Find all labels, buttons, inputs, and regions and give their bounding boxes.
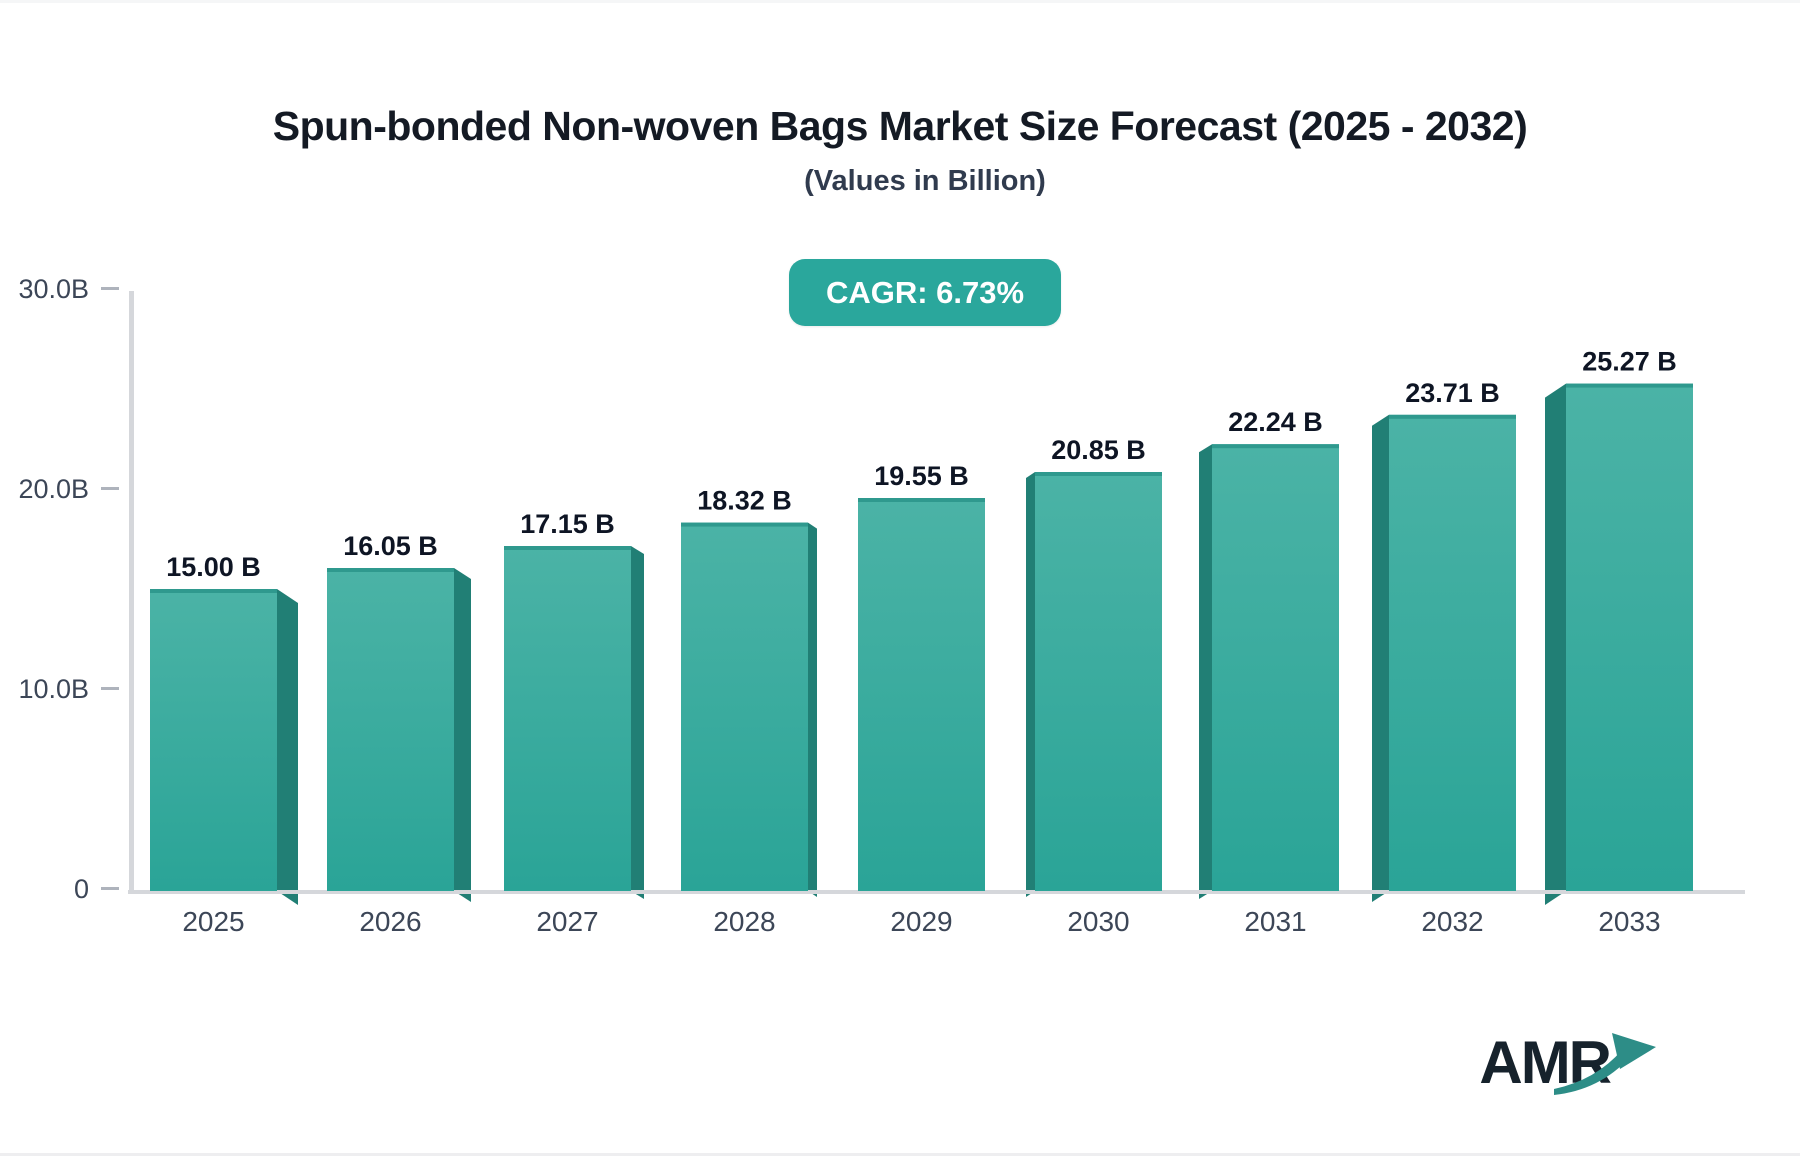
bar-face-2028 bbox=[681, 522, 808, 891]
y-axis-tick-label: 20.0B bbox=[18, 474, 89, 504]
bar-top-edge bbox=[1212, 444, 1339, 449]
page-title: Spun-bonded Non-woven Bags Market Size F… bbox=[272, 103, 1528, 149]
bar-top-edge bbox=[150, 589, 277, 593]
bar-value-label: 20.85 B bbox=[1051, 435, 1146, 465]
bar-face-2026 bbox=[327, 568, 454, 891]
bar-value-label: 19.55 B bbox=[874, 461, 969, 491]
bar-side-2025 bbox=[277, 589, 298, 905]
bar-value-label: 23.71 B bbox=[1405, 378, 1500, 408]
y-axis-tick bbox=[101, 687, 119, 690]
bar-side-2028 bbox=[808, 522, 817, 897]
bar-top-edge bbox=[681, 522, 808, 527]
bar-side-2027 bbox=[631, 546, 644, 899]
x-axis-label: 2026 bbox=[359, 906, 421, 937]
bar-top-edge bbox=[1566, 383, 1693, 388]
bar-face-2027 bbox=[504, 546, 631, 891]
y-axis-tick-label: 0 bbox=[74, 874, 89, 904]
y-axis-tick bbox=[101, 487, 119, 490]
bar-top-edge bbox=[1035, 472, 1162, 476]
cagr-badge-label: CAGR: 6.73% bbox=[825, 274, 1025, 310]
bar-face-2031 bbox=[1212, 444, 1339, 891]
bar-top-edge bbox=[327, 568, 454, 572]
bar-face-2033 bbox=[1566, 383, 1693, 891]
bar-top-edge bbox=[504, 546, 631, 550]
y-axis-tick-label: 30.0B bbox=[18, 274, 89, 304]
bar-value-label: 22.24 B bbox=[1228, 407, 1323, 437]
x-axis-line bbox=[128, 890, 1745, 894]
bar-value-label: 16.05 B bbox=[343, 531, 438, 561]
x-axis-label: 2027 bbox=[536, 906, 598, 937]
bar-value-label: 18.32 B bbox=[697, 486, 792, 516]
y-axis-tick bbox=[101, 887, 119, 890]
bar-face-2025 bbox=[150, 589, 277, 891]
x-axis-label: 2030 bbox=[1067, 906, 1129, 937]
page-subtitle: (Values in Billion) bbox=[804, 165, 1046, 197]
bar-top-edge bbox=[858, 498, 985, 502]
cagr-badge: CAGR: 6.73% bbox=[789, 259, 1061, 326]
bar-face-2030 bbox=[1035, 472, 1162, 891]
x-axis-label: 2028 bbox=[713, 906, 775, 937]
bar-side-2030 bbox=[1026, 472, 1035, 897]
bar-face-2029 bbox=[858, 498, 985, 891]
x-axis-label: 2031 bbox=[1244, 906, 1306, 937]
bar-side-2026 bbox=[454, 568, 471, 902]
y-axis-tick bbox=[101, 287, 119, 290]
market-size-bar-chart: 30.0B 20.0B 10.0B 0 15.00 B 2025 16.05 B 2026 17… bbox=[18, 274, 1745, 937]
amr-logo: AMR bbox=[1479, 1033, 1660, 1099]
growth-arrow-icon bbox=[1554, 1033, 1656, 1095]
y-axis-line bbox=[129, 291, 134, 893]
x-axis-label: 2029 bbox=[890, 906, 952, 937]
bar-top-edge bbox=[1389, 414, 1516, 419]
bar-face-2032 bbox=[1389, 414, 1516, 891]
bar-side-2033 bbox=[1545, 383, 1566, 906]
y-axis-tick-label: 10.0B bbox=[18, 674, 89, 704]
bar-side-2032 bbox=[1372, 414, 1389, 902]
x-axis-label: 2032 bbox=[1421, 906, 1483, 937]
x-axis-label: 2033 bbox=[1598, 906, 1660, 937]
bar-value-label: 15.00 B bbox=[166, 552, 261, 582]
bar-value-label: 25.27 B bbox=[1582, 347, 1677, 377]
bar-side-2031 bbox=[1199, 444, 1212, 899]
bar-value-label: 17.15 B bbox=[520, 509, 615, 539]
x-axis-label: 2025 bbox=[182, 906, 244, 937]
